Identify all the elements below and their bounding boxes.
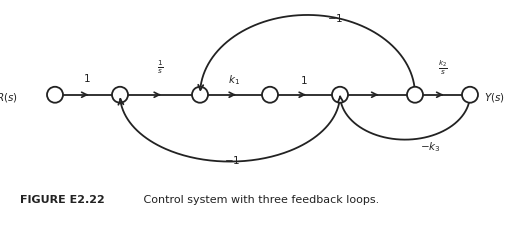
Text: Control system with three feedback loops.: Control system with three feedback loops… xyxy=(133,195,379,205)
Text: FIGURE E2.22: FIGURE E2.22 xyxy=(20,195,105,205)
Text: $k_1$: $k_1$ xyxy=(228,73,240,87)
Text: $1$: $1$ xyxy=(83,72,91,84)
Text: $Y(s)$: $Y(s)$ xyxy=(484,91,505,104)
Text: $-k_3$: $-k_3$ xyxy=(420,141,440,155)
Text: $\frac{1}{s}$: $\frac{1}{s}$ xyxy=(157,59,164,76)
Circle shape xyxy=(47,87,63,103)
Text: $-1$: $-1$ xyxy=(224,154,240,166)
Circle shape xyxy=(192,87,208,103)
Circle shape xyxy=(262,87,278,103)
Text: $\frac{k_2}{s}$: $\frac{k_2}{s}$ xyxy=(438,59,448,77)
Text: $R(s)$: $R(s)$ xyxy=(0,91,18,104)
Circle shape xyxy=(462,87,478,103)
Text: $1$: $1$ xyxy=(300,74,308,86)
Circle shape xyxy=(112,87,128,103)
Text: $-1$: $-1$ xyxy=(327,12,343,24)
Circle shape xyxy=(332,87,348,103)
Circle shape xyxy=(407,87,423,103)
